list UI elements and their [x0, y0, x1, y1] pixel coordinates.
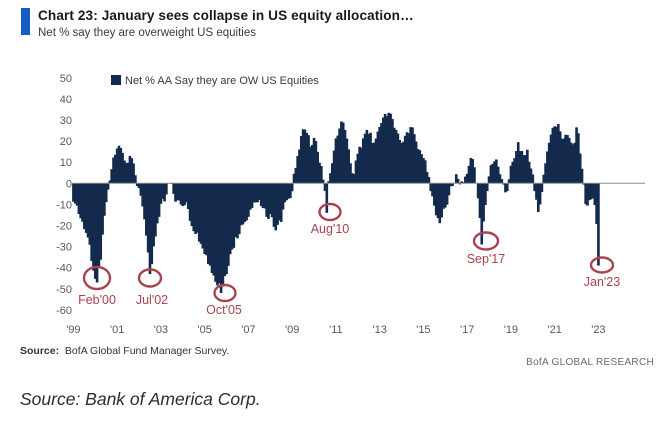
svg-text:-10: -10: [56, 199, 72, 211]
svg-text:'09: '09: [285, 324, 299, 336]
svg-text:20: 20: [60, 136, 72, 148]
svg-text:'17: '17: [460, 324, 474, 336]
svg-text:Feb'00: Feb'00: [78, 293, 116, 307]
svg-text:'13: '13: [373, 324, 387, 336]
svg-text:'19: '19: [504, 324, 518, 336]
svg-text:10: 10: [60, 157, 72, 169]
svg-text:-40: -40: [56, 263, 72, 275]
svg-text:'07: '07: [241, 324, 255, 336]
svg-text:-60: -60: [56, 305, 72, 317]
svg-text:'03: '03: [154, 324, 168, 336]
svg-text:-50: -50: [56, 284, 72, 296]
svg-text:'11: '11: [329, 324, 343, 336]
svg-text:50: 50: [60, 73, 72, 85]
svg-text:Jul'02: Jul'02: [136, 293, 168, 307]
svg-text:Oct'05: Oct'05: [206, 303, 242, 317]
svg-text:30: 30: [60, 115, 72, 127]
svg-text:'99: '99: [66, 324, 80, 336]
svg-text:'01: '01: [110, 324, 124, 336]
svg-text:'15: '15: [416, 324, 430, 336]
svg-text:-30: -30: [56, 242, 72, 254]
svg-text:40: 40: [60, 94, 72, 106]
svg-text:0: 0: [66, 178, 72, 190]
svg-text:Aug'10: Aug'10: [311, 222, 350, 236]
svg-text:'23: '23: [591, 324, 605, 336]
svg-text:'05: '05: [198, 324, 212, 336]
svg-text:Sep'17: Sep'17: [467, 252, 506, 266]
svg-text:'21: '21: [548, 324, 562, 336]
svg-text:-20: -20: [56, 221, 72, 233]
svg-text:Jan'23: Jan'23: [584, 275, 620, 289]
